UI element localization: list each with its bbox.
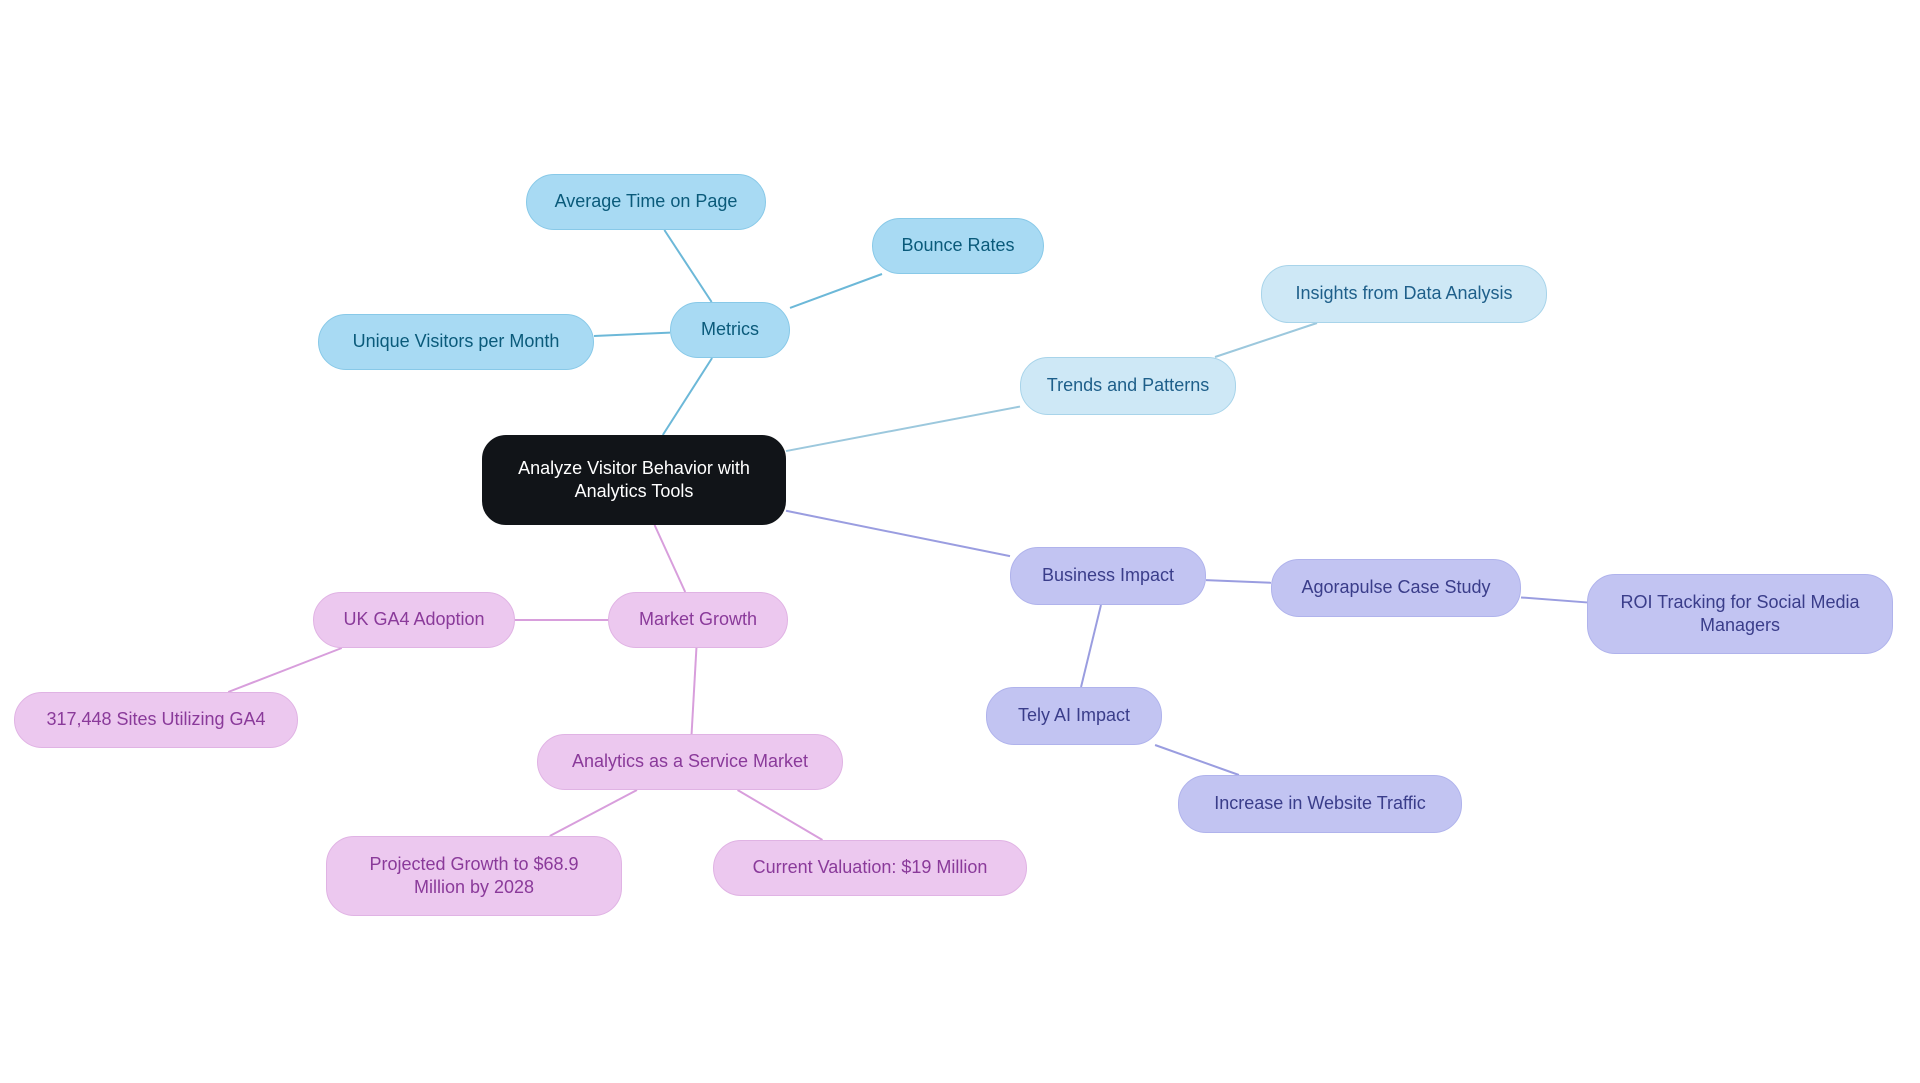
node-roi[interactable]: ROI Tracking for Social Media Managers [1587,574,1893,654]
node-label: Business Impact [1042,564,1174,587]
node-proj[interactable]: Projected Growth to $68.9 Million by 202… [326,836,622,916]
node-metrics[interactable]: Metrics [670,302,790,358]
edge-root-biz [786,511,1010,556]
node-root[interactable]: Analyze Visitor Behavior with Analytics … [482,435,786,525]
edge-aaas-proj [550,790,637,836]
node-insights[interactable]: Insights from Data Analysis [1261,265,1547,323]
node-atop[interactable]: Average Time on Page [526,174,766,230]
mindmap-edges [0,0,1920,1083]
edge-biz-agora [1206,580,1271,583]
node-val[interactable]: Current Valuation: $19 Million [713,840,1027,896]
node-label: Average Time on Page [555,190,738,213]
node-label: Market Growth [639,608,757,631]
node-label: Analytics as a Service Market [572,750,808,773]
node-label: Insights from Data Analysis [1295,282,1512,305]
node-label: Unique Visitors per Month [353,330,560,353]
node-label: ROI Tracking for Social Media Managers [1612,591,1868,638]
node-label: Bounce Rates [901,234,1014,257]
node-label: 317,448 Sites Utilizing GA4 [46,708,265,731]
node-label: Projected Growth to $68.9 Million by 202… [351,853,597,900]
edge-agora-roi [1521,597,1587,602]
edge-root-market [655,525,686,592]
node-label: Increase in Website Traffic [1214,792,1425,815]
edge-aaas-val [738,790,823,840]
node-label: UK GA4 Adoption [343,608,484,631]
edge-biz-tely [1081,605,1101,687]
node-label: Analyze Visitor Behavior with Analytics … [507,457,761,504]
node-label: Agorapulse Case Study [1301,576,1490,599]
node-trends[interactable]: Trends and Patterns [1020,357,1236,415]
edge-metrics-atop [664,230,711,302]
node-aaas[interactable]: Analytics as a Service Market [537,734,843,790]
node-biz[interactable]: Business Impact [1010,547,1206,605]
node-traffic[interactable]: Increase in Website Traffic [1178,775,1462,833]
node-label: Metrics [701,318,759,341]
edge-metrics-uvm [594,333,670,336]
edge-market-aaas [692,648,697,734]
node-agora[interactable]: Agorapulse Case Study [1271,559,1521,617]
node-sites[interactable]: 317,448 Sites Utilizing GA4 [14,692,298,748]
edge-tely-traffic [1155,745,1239,775]
node-label: Trends and Patterns [1047,374,1209,397]
node-uvm[interactable]: Unique Visitors per Month [318,314,594,370]
node-bounce[interactable]: Bounce Rates [872,218,1044,274]
edge-trends-insights [1215,323,1317,357]
node-label: Current Valuation: $19 Million [753,856,988,879]
edge-root-metrics [663,358,712,435]
node-market[interactable]: Market Growth [608,592,788,648]
edge-root-trends [786,407,1020,452]
edge-ukga4-sites [228,648,342,692]
node-label: Tely AI Impact [1018,704,1130,727]
node-tely[interactable]: Tely AI Impact [986,687,1162,745]
edge-metrics-bounce [790,274,882,308]
node-ukga4[interactable]: UK GA4 Adoption [313,592,515,648]
